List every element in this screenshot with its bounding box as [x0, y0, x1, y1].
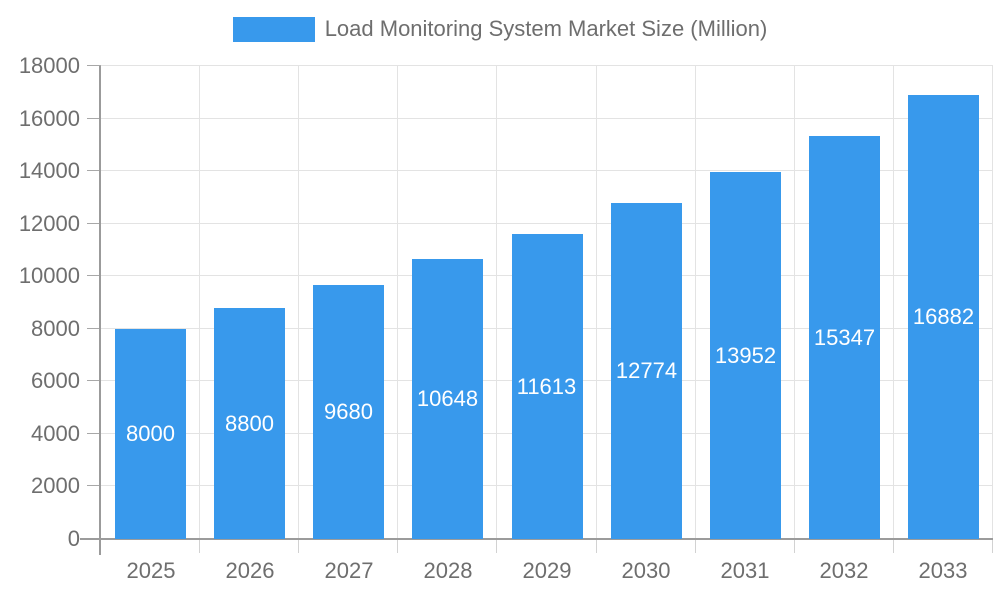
- x-axis-label: 2027: [324, 558, 374, 583]
- bar-value-label: 12774: [615, 358, 678, 383]
- x-axis-label: 2031: [720, 558, 770, 583]
- y-axis-label: 6000: [31, 368, 80, 393]
- y-axis-line: [99, 66, 101, 555]
- x-gridline: [893, 66, 894, 539]
- x-gridline: [992, 66, 993, 539]
- y-axis-tick: [87, 433, 101, 434]
- x-axis-label: 2029: [522, 558, 572, 583]
- bar[interactable]: [412, 259, 483, 539]
- x-axis-tick: [298, 539, 299, 553]
- y-axis-label: 16000: [18, 106, 80, 131]
- y-axis-label: 8000: [31, 316, 80, 341]
- y-axis-label: 10000: [18, 263, 80, 288]
- x-gridline: [695, 66, 696, 539]
- x-axis-tick: [496, 539, 497, 553]
- bar[interactable]: [214, 308, 285, 539]
- x-axis-line: [80, 538, 993, 540]
- bar[interactable]: [611, 203, 682, 539]
- y-gridline: [101, 170, 993, 171]
- y-axis-label: 2000: [31, 473, 80, 498]
- x-axis-tick: [596, 539, 597, 553]
- y-axis-label: 14000: [18, 158, 80, 183]
- y-gridline: [101, 118, 993, 119]
- bar[interactable]: [115, 329, 186, 539]
- x-axis-tick: [199, 539, 200, 553]
- bar-value-label: 9680: [324, 399, 373, 424]
- chart-legend-item[interactable]: Load Monitoring System Market Size (Mill…: [0, 16, 1000, 42]
- legend-swatch: [232, 16, 315, 42]
- x-axis-label: 2030: [621, 558, 671, 583]
- x-gridline: [397, 66, 398, 539]
- y-axis-tick: [87, 170, 101, 171]
- x-axis-label: 2032: [819, 558, 869, 583]
- y-gridline: [101, 223, 993, 224]
- bar-value-label: 13952: [714, 343, 777, 368]
- x-axis-tick: [397, 539, 398, 553]
- x-axis-label: 2025: [126, 558, 176, 583]
- y-axis-label: 12000: [18, 211, 80, 236]
- bar[interactable]: [313, 285, 384, 539]
- x-axis-label: 2033: [918, 558, 968, 583]
- y-axis-tick: [87, 275, 101, 276]
- plot-area: 0 2000 4000 6000 8000 10000 12000 14000 16000 180…: [19, 54, 993, 583]
- bar[interactable]: [710, 172, 781, 539]
- y-axis-label: 0: [67, 526, 80, 551]
- x-axis-label: 2026: [225, 558, 275, 583]
- y-axis-tick: [87, 485, 101, 486]
- bar-value-label: 16882: [912, 304, 975, 329]
- bar-value-label: 8800: [225, 411, 274, 436]
- y-axis-label: 4000: [31, 421, 80, 446]
- y-gridline: [101, 65, 993, 66]
- bar[interactable]: [908, 95, 979, 539]
- bar-value-label: 10648: [416, 386, 479, 411]
- x-axis-label: 2028: [423, 558, 473, 583]
- x-gridline: [199, 66, 200, 539]
- bar-value-label: 11613: [516, 374, 577, 399]
- x-gridline: [496, 66, 497, 539]
- x-axis-tick: [695, 539, 696, 553]
- bar[interactable]: [809, 136, 880, 539]
- x-axis-tick: [992, 539, 993, 553]
- x-axis-tick: [893, 539, 894, 553]
- y-axis-tick: [87, 65, 101, 66]
- y-axis-tick: [87, 223, 101, 224]
- x-axis-tick: [794, 539, 795, 553]
- bar-value-label: 15347: [813, 325, 876, 350]
- bar-value-label: 8000: [126, 421, 175, 446]
- y-axis-label: 18000: [18, 53, 80, 78]
- x-gridline: [596, 66, 597, 539]
- bar[interactable]: [512, 234, 583, 539]
- y-axis-tick: [87, 380, 101, 381]
- legend-label: Load Monitoring System Market Size (Mill…: [324, 16, 768, 41]
- x-gridline: [298, 66, 299, 539]
- y-axis-tick: [87, 328, 101, 329]
- y-axis-tick: [87, 118, 101, 119]
- x-gridline: [794, 66, 795, 539]
